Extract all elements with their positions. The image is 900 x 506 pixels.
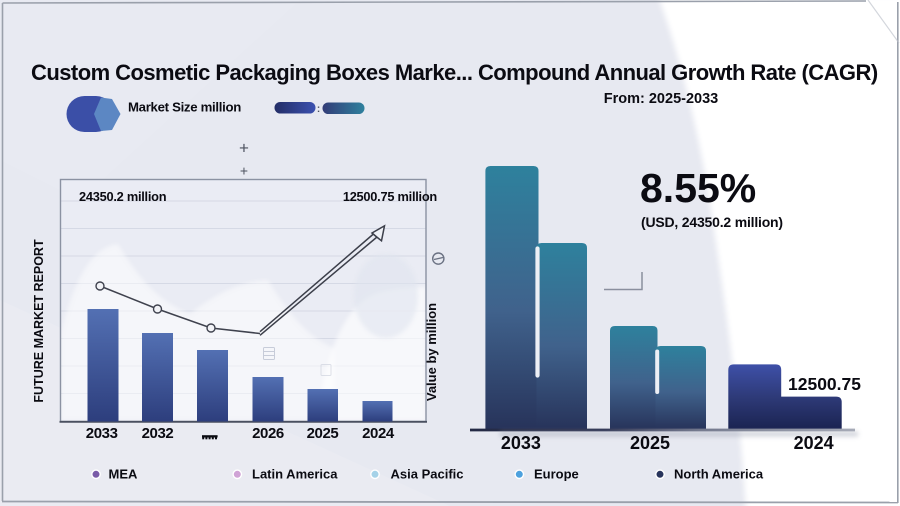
svg-text:Value by million: Value by million: [424, 303, 439, 401]
svg-text:Latin America: Latin America: [252, 467, 338, 482]
svg-text:Asia Pacific: Asia Pacific: [391, 467, 464, 482]
svg-text:Market Size million: Market Size million: [128, 100, 241, 115]
svg-text:2025: 2025: [307, 425, 339, 442]
svg-text:MEA: MEA: [109, 467, 139, 482]
svg-text:Custom Cosmetic Packaging Boxe: Custom Cosmetic Packaging Boxes Marke...…: [31, 60, 878, 85]
svg-text:From: 2025-2033: From: 2025-2033: [604, 91, 718, 107]
svg-text:+: +: [239, 139, 249, 158]
svg-text:2032: 2032: [142, 425, 174, 442]
svg-text::: :: [317, 104, 320, 115]
svg-text:FUTURE MARKET REPORT: FUTURE MARKET REPORT: [32, 239, 46, 403]
svg-text:2033: 2033: [86, 425, 118, 442]
svg-text:North America: North America: [674, 467, 764, 482]
svg-text:2026: 2026: [252, 425, 284, 442]
svg-text:12500.75 million: 12500.75 million: [343, 189, 438, 204]
svg-text:2024: 2024: [362, 425, 395, 442]
svg-text:12500.75: 12500.75: [788, 374, 861, 394]
svg-text:2033: 2033: [501, 433, 541, 453]
svg-text:Europe: Europe: [534, 467, 579, 482]
svg-text:24350.2 million: 24350.2 million: [79, 189, 167, 204]
svg-text:(USD, 24350.2 million): (USD, 24350.2 million): [641, 214, 783, 230]
svg-text:2024: 2024: [794, 433, 834, 453]
svg-text:+: +: [240, 163, 248, 179]
svg-text:2025: 2025: [630, 433, 670, 453]
svg-text:8.55%: 8.55%: [640, 165, 756, 211]
